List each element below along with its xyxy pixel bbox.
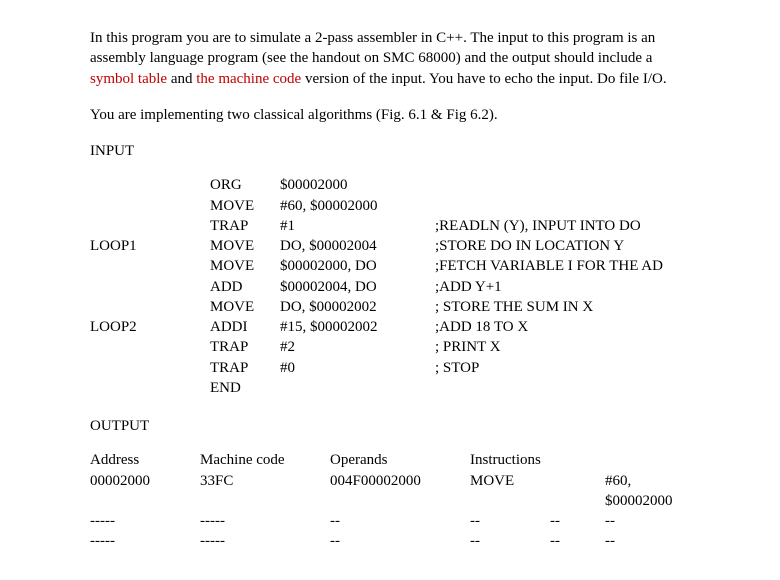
output-row: ------------------ [90,511,690,531]
machine-code-text: the machine code [196,71,301,87]
code-args: #1 [280,216,435,236]
intro-paragraph: In this program you are to simulate a 2-… [90,28,690,89]
output-label: OUTPUT [90,416,690,436]
code-opcode: TRAP [210,358,280,378]
code-comment [435,196,690,216]
output-hdr-extra2 [605,450,690,470]
code-label [90,337,210,357]
output-cell-oper: 004F00002000 [330,471,470,512]
output-cell-mc: ----- [200,511,330,531]
code-comment: ;STORE DO IN LOCATION Y [435,236,690,256]
output-cell-addr: ----- [90,511,200,531]
code-comment: ;ADD 18 TO X [435,317,690,337]
code-row: MOVE#60, $00002000 [90,196,690,216]
code-opcode: MOVE [210,256,280,276]
code-label: LOOP2 [90,317,210,337]
code-args: DO, $00002002 [280,297,435,317]
output-cell-addr: 00002000 [90,471,200,512]
output-hdr-instructions: Instructions [470,450,550,470]
code-comment: ;FETCH VARIABLE I FOR THE AD [435,256,690,276]
code-label [90,277,210,297]
symbol-table-text: symbol table [90,71,167,87]
code-label: LOOP1 [90,236,210,256]
code-comment: ; STOP [435,358,690,378]
code-label [90,256,210,276]
code-row: MOVE $00002000, DO;FETCH VARIABLE I FOR … [90,256,690,276]
output-cell-e1: -- [550,511,605,531]
code-comment: ;ADD Y+1 [435,277,690,297]
output-cell-mc: ----- [200,531,330,551]
code-opcode: MOVE [210,297,280,317]
input-code-block: ORG$00002000MOVE#60, $00002000TRAP #1;RE… [90,175,690,398]
input-label: INPUT [90,141,690,161]
code-row: TRAP #2 ; PRINT X [90,337,690,357]
code-label [90,196,210,216]
intro-text-2: and [167,71,196,87]
code-opcode: ADD [210,277,280,297]
intro-text-3: version of the input. You have to echo t… [301,71,666,87]
output-cell-instr: -- [470,511,550,531]
code-label [90,297,210,317]
code-opcode: TRAP [210,216,280,236]
output-header-row: Address Machine code Operands Instructio… [90,450,690,470]
code-args: $00002000, DO [280,256,435,276]
code-args [280,378,435,398]
code-label [90,175,210,195]
code-comment: ; STORE THE SUM IN X [435,297,690,317]
code-args: #15, $00002002 [280,317,435,337]
code-args: $00002004, DO [280,277,435,297]
code-opcode: ORG [210,175,280,195]
code-row: ORG$00002000 [90,175,690,195]
code-args: DO, $00002004 [280,236,435,256]
output-cell-instr: -- [470,531,550,551]
code-row: LOOP1MOVEDO, $00002004;STORE DO IN LOCAT… [90,236,690,256]
intro-text-1: In this program you are to simulate a 2-… [90,30,655,66]
algorithm-line: You are implementing two classical algor… [90,105,690,125]
output-hdr-machine-code: Machine code [200,450,330,470]
code-opcode: END [210,378,280,398]
output-hdr-extra1 [550,450,605,470]
code-comment [435,175,690,195]
code-opcode: TRAP [210,337,280,357]
code-comment [435,378,690,398]
code-row: MOVE DO, $00002002 ; STORE THE SUM IN X [90,297,690,317]
output-hdr-address: Address [90,450,200,470]
code-label [90,358,210,378]
code-row: ADD $00002004, DO ;ADD Y+1 [90,277,690,297]
code-comment: ;READLN (Y), INPUT INTO DO [435,216,690,236]
output-table: Address Machine code Operands Instructio… [90,450,690,551]
code-opcode: ADDI [210,317,280,337]
output-row: ------------------ [90,531,690,551]
code-row: LOOP2ADDI #15, $00002002 ;ADD 18 TO X [90,317,690,337]
output-cell-e2: -- [605,531,690,551]
output-cell-oper: -- [330,511,470,531]
code-row: END [90,378,690,398]
code-row: TRAP #0 ; STOP [90,358,690,378]
output-cell-e2: #60, $00002000 [605,471,690,512]
code-label [90,378,210,398]
output-hdr-operands: Operands [330,450,470,470]
output-cell-instr: MOVE [470,471,550,512]
code-comment: ; PRINT X [435,337,690,357]
output-cell-oper: -- [330,531,470,551]
code-row: TRAP #1;READLN (Y), INPUT INTO DO [90,216,690,236]
code-args: #60, $00002000 [280,196,435,216]
output-cell-addr: ----- [90,531,200,551]
code-label [90,216,210,236]
code-opcode: MOVE [210,196,280,216]
code-args: #0 [280,358,435,378]
output-cell-e2: -- [605,511,690,531]
code-opcode: MOVE [210,236,280,256]
code-args: #2 [280,337,435,357]
output-cell-e1 [550,471,605,512]
code-args: $00002000 [280,175,435,195]
output-cell-e1: -- [550,531,605,551]
output-cell-mc: 33FC [200,471,330,512]
output-row: 0000200033FC004F00002000MOVE #60, $000020… [90,471,690,512]
